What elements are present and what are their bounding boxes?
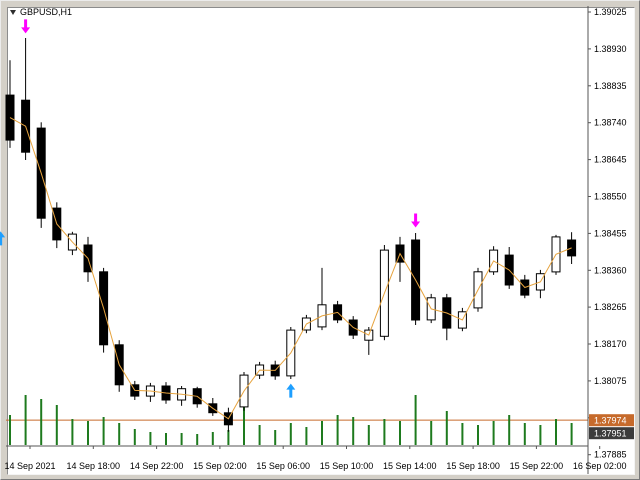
volume-bar	[523, 423, 526, 445]
volume-bar	[367, 425, 370, 445]
volume-bar	[274, 430, 277, 445]
price-axis-label: 1.38265	[594, 302, 627, 312]
volume-bar	[430, 421, 433, 445]
time-axis-label: 15 Sep 10:00	[320, 461, 374, 471]
price-axis-label: 1.38930	[594, 44, 627, 54]
volume-bar	[477, 425, 479, 445]
volume-bar	[445, 411, 448, 445]
buy-arrow-icon	[0, 231, 6, 246]
time-axis-label: 15 Sep 02:00	[193, 461, 247, 471]
price-axis-label: 1.38740	[594, 118, 627, 128]
volume-bar	[133, 429, 136, 445]
volume-bar	[399, 421, 401, 445]
time-axis-label: 15 Sep 18:00	[446, 461, 500, 471]
symbol-label-text: GBPUSD,H1	[20, 7, 73, 17]
volume-bar	[492, 421, 495, 445]
volume-bar	[102, 417, 105, 445]
volume-bar	[227, 430, 230, 445]
volume-bar	[211, 432, 214, 445]
time-axis-label: 14 Sep 18:00	[67, 461, 121, 471]
volume-bar	[40, 399, 43, 445]
volume-bar	[55, 405, 58, 445]
price-axis-label: 1.38170	[594, 339, 627, 349]
symbol-label: GBPUSD,H1	[10, 7, 72, 17]
sell-arrow-icon	[411, 213, 421, 228]
volume-bar	[87, 421, 89, 445]
volume-bar	[414, 395, 417, 445]
volume-bar	[383, 419, 386, 445]
buy-arrow-icon	[286, 383, 296, 398]
volume-bar	[321, 421, 323, 445]
volume-bar	[180, 433, 183, 445]
volume-bar	[508, 415, 511, 445]
volume-bar	[461, 423, 464, 445]
price-tag-label: 1.37951	[594, 429, 627, 439]
price-axis-label: 1.37885	[594, 450, 627, 460]
time-axis-label: 14 Sep 2021	[4, 461, 55, 471]
price-tag-label: 1.37974	[594, 416, 627, 426]
zigzag-line	[9, 117, 572, 420]
time-axis-label: 14 Sep 22:00	[130, 461, 184, 471]
volume-bar	[570, 423, 573, 445]
time-axis-label: 16 Sep 02:00	[573, 461, 627, 471]
volume-bar	[243, 393, 245, 445]
volume-bar	[305, 427, 308, 445]
price-tag	[589, 414, 634, 427]
volume-bar	[289, 423, 292, 445]
price-tag	[589, 427, 634, 440]
volume-bar	[165, 433, 167, 445]
volume-bar	[539, 425, 542, 445]
volume-bar	[336, 415, 339, 445]
volume-bar	[196, 434, 199, 445]
volume-bar	[71, 419, 74, 445]
price-axis-label: 1.39025	[594, 7, 627, 17]
price-axis-label: 1.38550	[594, 192, 627, 202]
volume-bar	[149, 432, 152, 445]
price-axis-label: 1.38835	[594, 81, 627, 91]
price-axis-label: 1.38455	[594, 228, 627, 238]
time-axis-label: 15 Sep 14:00	[383, 461, 437, 471]
price-axis-label: 1.38360	[594, 265, 627, 275]
sell-arrow-icon	[21, 19, 31, 34]
volume-bar	[118, 423, 121, 445]
volume-bar	[352, 417, 355, 445]
symbol-marker-icon	[10, 9, 16, 15]
time-axis-label: 15 Sep 22:00	[510, 461, 564, 471]
price-axis-label: 1.38645	[594, 155, 627, 165]
volume-bar	[9, 415, 11, 445]
volume-bar	[24, 395, 27, 445]
volume-bar	[555, 419, 557, 445]
price-axis-label: 1.38075	[594, 376, 627, 386]
volume-bar	[258, 425, 261, 445]
chart-panel	[7, 7, 635, 475]
time-axis-label: 15 Sep 06:00	[256, 461, 310, 471]
